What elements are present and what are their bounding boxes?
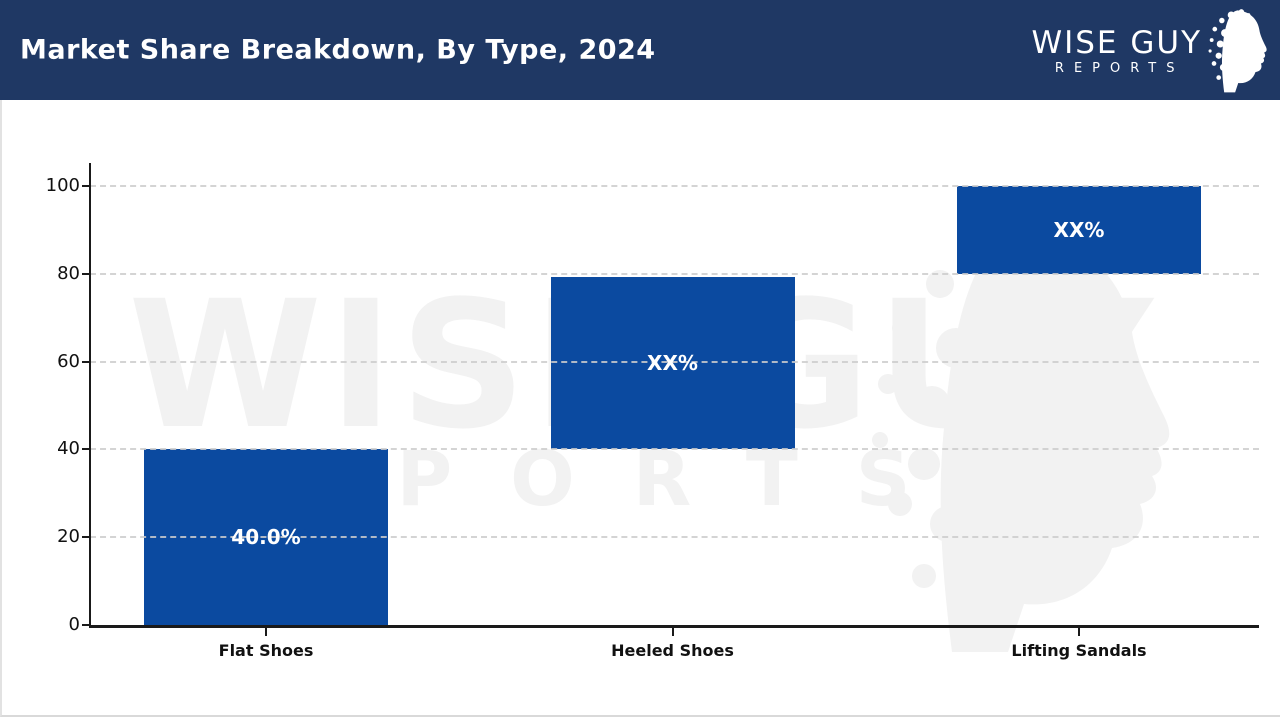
- y-tick-mark-60: [82, 360, 90, 363]
- x-axis-spine: [89, 625, 1259, 628]
- gridline-20: [90, 536, 1259, 539]
- gridline-60: [90, 360, 1259, 363]
- gridline-80: [90, 272, 1259, 275]
- x-tick-mark-lifting-sandals: [1078, 628, 1080, 636]
- y-tick-mark-100: [82, 185, 90, 187]
- logo-text: WISE GUY REPORTS: [1031, 26, 1202, 76]
- category-label-lifting-sandals: Lifting Sandals: [1011, 641, 1147, 660]
- y-tick-mark-80: [82, 272, 90, 275]
- page-title: Market Share Breakdown, By Type, 2024: [20, 34, 656, 66]
- y-tick-mark-40: [82, 448, 90, 451]
- y-tick-label-0: 0: [68, 614, 80, 635]
- gridline-40: [90, 448, 1259, 451]
- x-tick-mark-flat-shoes: [265, 628, 267, 636]
- bar-heeled-shoes: [550, 277, 795, 450]
- dotted-head-icon: [1208, 9, 1267, 93]
- y-tick-mark-20: [82, 536, 90, 539]
- bar-lifting-sandals: [957, 186, 1201, 274]
- y-tick-label-80: 80: [57, 262, 80, 284]
- bar-value-label-flat-shoes: 40.0%: [231, 525, 301, 550]
- chart-area: WISE GUY REPORTS 0 20 40 6: [0, 100, 1280, 717]
- bar-value-label-lifting-sandals: XX%: [1053, 217, 1105, 242]
- watermark-head-icon: [872, 226, 1170, 652]
- category-label-flat-shoes: Flat Shoes: [218, 641, 314, 660]
- y-tick-label-20: 20: [57, 526, 80, 548]
- y-tick-label-100: 100: [45, 175, 80, 196]
- y-tick-label-40: 40: [57, 438, 80, 460]
- logo-subtitle: REPORTS: [1054, 61, 1185, 77]
- logo-wordmark: WISE GUY: [1031, 24, 1202, 61]
- y-axis-spine: [89, 163, 91, 628]
- category-label-heeled-shoes: Heeled Shoes: [611, 641, 734, 660]
- gridline-100: [90, 185, 1259, 187]
- y-tick-label-60: 60: [57, 350, 80, 372]
- bar-value-label-heeled-shoes: XX%: [647, 351, 698, 376]
- x-tick-mark-heeled-shoes: [671, 628, 674, 636]
- wise-guy-reports-logo: WISE GUY REPORTS: [1031, 7, 1272, 95]
- y-tick-mark-0: [82, 624, 90, 626]
- header-bar: Market Share Breakdown, By Type, 2024 WI…: [0, 0, 1280, 100]
